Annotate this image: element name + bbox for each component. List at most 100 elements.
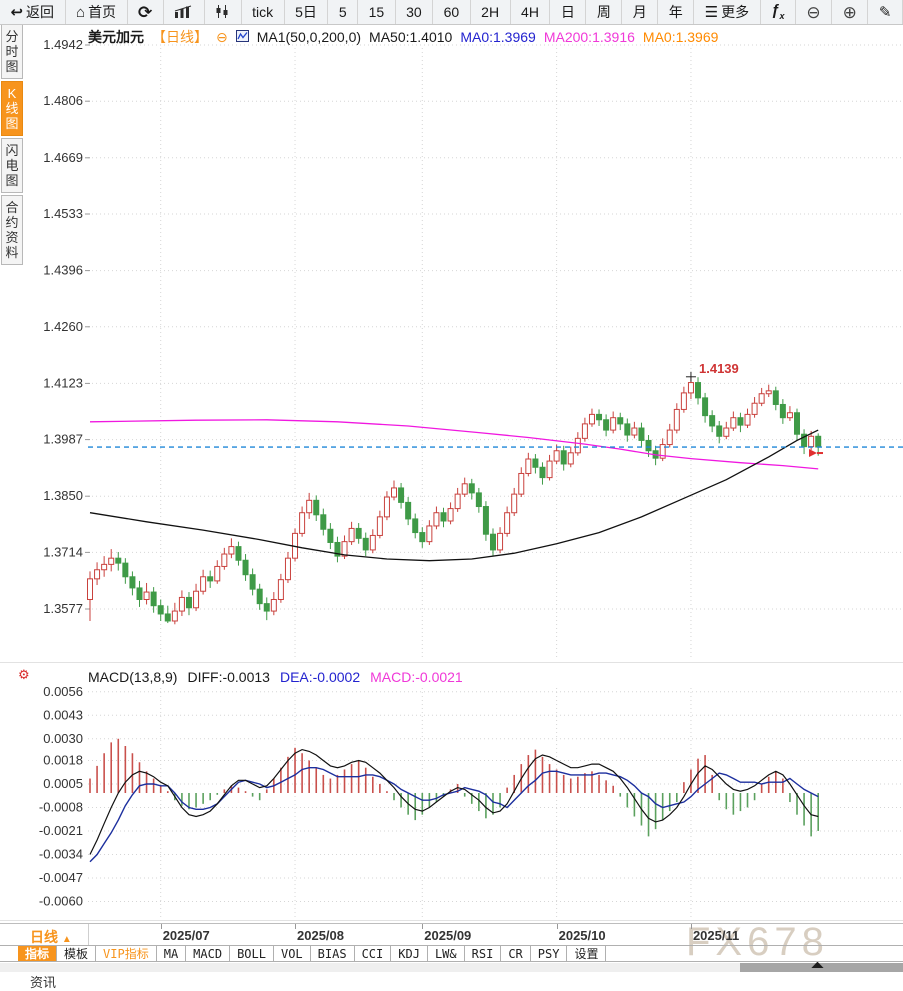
toolbar-button-30m[interactable]: 30 (396, 0, 434, 24)
toolbar-button-bar-chart[interactable] (164, 0, 205, 24)
toolbar-button-label: 15 (369, 5, 385, 19)
toolbar-button-4h[interactable]: 4H (511, 0, 551, 24)
tab-vol[interactable]: VOL (274, 946, 311, 961)
ma0-blue-value: MA0:1.3969 (460, 29, 536, 45)
toolbar-button-refresh[interactable]: ⟳ (128, 0, 164, 24)
x-axis-month-label: 2025/07 (163, 928, 210, 943)
tab-templates[interactable]: 模板 (57, 946, 96, 961)
macd-title: MACD(13,8,9) (88, 669, 177, 685)
sidebar-item-kline[interactable]: K线图 (1, 81, 23, 136)
toolbar-button-15m[interactable]: 15 (358, 0, 396, 24)
horizontal-scrollbar[interactable]: ▲ (0, 963, 903, 972)
tab-boll[interactable]: BOLL (230, 946, 274, 961)
ma-line (90, 420, 818, 469)
toolbar-button-tick[interactable]: tick (242, 0, 285, 24)
pencil-icon: ✎ (879, 5, 892, 20)
x-axis-tick (691, 924, 692, 929)
home-icon: ⌂ (76, 5, 85, 20)
toolbar-button-label: 周 (597, 5, 611, 19)
back-arrow-icon: ↩ (10, 5, 23, 20)
refresh-icon: ⟳ (138, 4, 152, 21)
current-price-marker (809, 449, 817, 457)
toolbar-button-label: 月 (633, 5, 647, 19)
toolbar-button-back[interactable]: ↩返回 (0, 0, 66, 24)
x-axis-month-label: 2025/09 (424, 928, 471, 943)
macd-y-axis-tick-label: -0.0047 (39, 870, 83, 885)
tab-macd[interactable]: MACD (186, 946, 230, 961)
tab-cr[interactable]: CR (501, 946, 530, 961)
macd-y-axis-tick-label: -0.0034 (39, 846, 83, 861)
macd-y-axis-tick-label: 0.0018 (43, 752, 83, 767)
tab-ma[interactable]: MA (157, 946, 186, 961)
high-price-annotation: 1.4139 (699, 361, 739, 376)
x-axis-month-label: 2025/11 (693, 928, 739, 943)
bar-chart-icon (174, 5, 193, 20)
tab-rsi[interactable]: RSI (465, 946, 502, 961)
menu-icon: ☰ (705, 5, 718, 20)
tab-kdj[interactable]: KDJ (391, 946, 428, 961)
macd-y-axis-tick-label: -0.0060 (39, 893, 83, 908)
toolbar-button-year[interactable]: 年 (658, 0, 694, 24)
axis-divider (88, 924, 89, 946)
toolbar-button-label: 更多 (721, 5, 749, 19)
ma-line (90, 430, 818, 561)
toolbar-button-label: 返回 (26, 5, 54, 19)
mini-chart-icon (236, 29, 249, 45)
tab-cci[interactable]: CCI (355, 946, 392, 961)
macd-settings-gear-icon[interactable]: ⚙ (18, 667, 30, 683)
collapse-icon[interactable]: ⊖ (216, 29, 228, 46)
toolbar-button-day[interactable]: 日 (550, 0, 586, 24)
macd-y-axis-tick-label: 0.0056 (43, 684, 83, 699)
toolbar-button-label: 60 (444, 5, 460, 19)
sidebar-item-contract-info[interactable]: 合约资料 (1, 195, 23, 265)
toolbar-button-zoom-out[interactable]: ⊖ (796, 0, 832, 24)
ma-config-label: MA1(50,0,200,0) (257, 29, 361, 45)
period-label: 【日线】 (152, 27, 208, 47)
macd-y-axis-tick-label: -0.0008 (39, 799, 83, 814)
toolbar-button-label: 30 (406, 5, 422, 19)
toolbar-button-fx[interactable]: ƒx (761, 0, 796, 24)
toolbar-button-month[interactable]: 月 (622, 0, 658, 24)
tab-indicators[interactable]: 指标 (18, 946, 57, 961)
x-axis-tick (557, 924, 558, 929)
toolbar-button-60m[interactable]: 60 (433, 0, 471, 24)
toolbar-button-draw[interactable]: ✎ (868, 0, 903, 24)
symbol-title: 美元加元 (88, 27, 144, 47)
scrollbar-thumb[interactable]: ▲ (740, 963, 903, 972)
toolbar-button-label: 年 (669, 5, 683, 19)
tab-settings[interactable]: 设置 (567, 946, 606, 961)
toolbar-button-label: 2H (481, 5, 499, 19)
sidebar-item-lightning[interactable]: 闪电图 (1, 138, 23, 193)
tab-psy[interactable]: PSY (531, 946, 568, 961)
tab-lw[interactable]: LW& (428, 946, 465, 961)
gridlines (85, 45, 903, 918)
sidebar-item-time-share[interactable]: 分时图 (1, 24, 23, 79)
macd-group (90, 739, 818, 862)
y-axis-tick-label: 1.3987 (43, 432, 83, 447)
x-axis-tick (422, 924, 423, 929)
toolbar-button-more[interactable]: ☰更多 (694, 0, 760, 24)
toolbar-button-zoom-in[interactable]: ⊕ (832, 0, 868, 24)
toolbar-button-5m[interactable]: 5 (328, 0, 358, 24)
period-selector-button[interactable]: 日线 ▲ (30, 927, 72, 947)
chart-header: 美元加元 【日线】 ⊖ MA1(50,0,200,0) MA50:1.4010 … (88, 27, 718, 47)
toolbar-button-label: 4H (521, 5, 539, 19)
toolbar-button-candlestick[interactable] (205, 0, 242, 24)
zoom-in-icon: ⊕ (843, 4, 857, 21)
news-tab[interactable]: 资讯 (30, 972, 56, 991)
x-axis-tick (161, 924, 162, 929)
tab-vip-indicators[interactable]: VIP指标 (96, 946, 157, 961)
toolbar-button-week[interactable]: 周 (586, 0, 622, 24)
ma0-orange-value: MA0:1.3969 (643, 29, 719, 45)
toolbar-button-home[interactable]: ⌂首页 (66, 0, 128, 24)
macd-header: MACD(13,8,9) DIFF:-0.0013 DEA:-0.0002 MA… (88, 669, 463, 685)
tab-bias[interactable]: BIAS (311, 946, 355, 961)
toolbar-button-2h[interactable]: 2H (471, 0, 511, 24)
y-axis-tick-label: 1.4123 (43, 375, 83, 390)
toolbar-button-5d[interactable]: 5日 (285, 0, 329, 24)
ma50-value: MA50:1.4010 (369, 29, 452, 45)
y-axis-tick-label: 1.4260 (43, 319, 83, 334)
